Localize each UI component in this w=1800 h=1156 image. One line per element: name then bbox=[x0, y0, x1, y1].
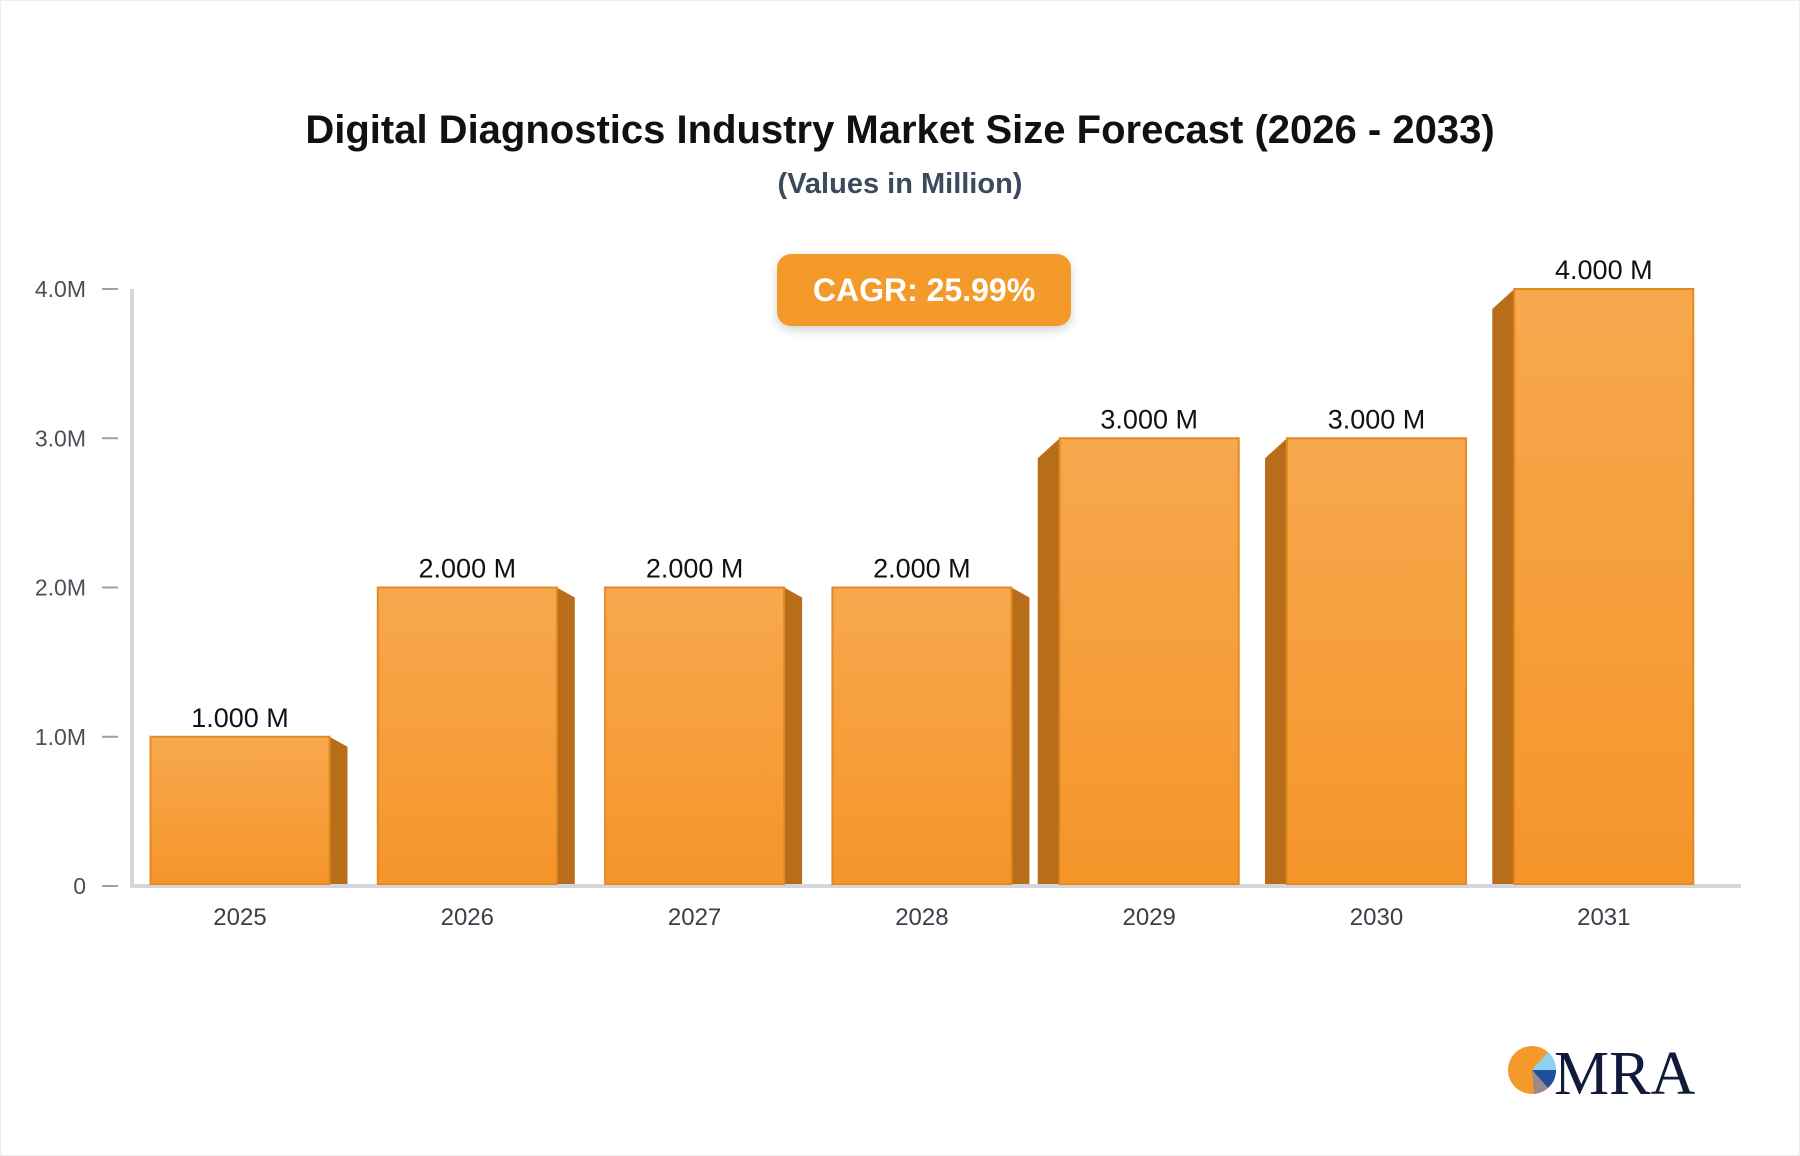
bar-value-label: 3.000 M bbox=[1328, 404, 1426, 434]
bar bbox=[604, 586, 786, 885]
bar bbox=[1513, 288, 1695, 885]
bar bbox=[1058, 437, 1240, 885]
x-tick-label: 2030 bbox=[1350, 904, 1403, 931]
y-tick-label: 4.0M bbox=[35, 276, 86, 302]
x-tick-label: 2031 bbox=[1577, 904, 1630, 931]
y-tick-label: 2.0M bbox=[35, 575, 86, 601]
chart-title: Digital Diagnostics Industry Market Size… bbox=[305, 108, 1495, 152]
bar-value-label: 2.000 M bbox=[646, 554, 744, 584]
bar-value-label: 2.000 M bbox=[873, 554, 971, 584]
bar-value-label: 3.000 M bbox=[1100, 404, 1198, 434]
y-tick-label: 3.0M bbox=[35, 425, 86, 451]
svg-text:MRA: MRA bbox=[1554, 1040, 1695, 1102]
bar-side bbox=[784, 587, 803, 884]
bar-side bbox=[329, 736, 348, 884]
bar-side bbox=[556, 587, 575, 884]
pie-logo-icon: MRA bbox=[1508, 1040, 1695, 1102]
bar-value-label: 4.000 M bbox=[1555, 255, 1653, 285]
x-tick-label: 2027 bbox=[668, 904, 721, 931]
bar bbox=[1286, 437, 1467, 885]
bar-value-label: 2.000 M bbox=[419, 554, 517, 584]
bar-value-label: 1.000 M bbox=[191, 703, 289, 733]
bar-side bbox=[1492, 289, 1515, 884]
bar-side bbox=[1011, 587, 1030, 884]
bar bbox=[376, 586, 558, 885]
y-tick-label: 1.0M bbox=[35, 724, 86, 750]
x-tick-label: 2025 bbox=[213, 904, 266, 931]
cagr-badge: CAGR: 25.99% bbox=[777, 254, 1071, 326]
bar bbox=[831, 586, 1013, 885]
chart-subtitle: (Values in Million) bbox=[777, 168, 1023, 200]
mra-logo: MRA bbox=[1504, 1038, 1704, 1102]
x-tick-label: 2029 bbox=[1123, 904, 1176, 931]
bar-side bbox=[1265, 438, 1287, 884]
bar-side bbox=[1037, 438, 1060, 884]
y-tick-label: 0 bbox=[73, 873, 86, 899]
x-tick-label: 2028 bbox=[895, 904, 948, 931]
bar bbox=[149, 735, 331, 885]
x-tick-label: 2026 bbox=[441, 904, 494, 931]
